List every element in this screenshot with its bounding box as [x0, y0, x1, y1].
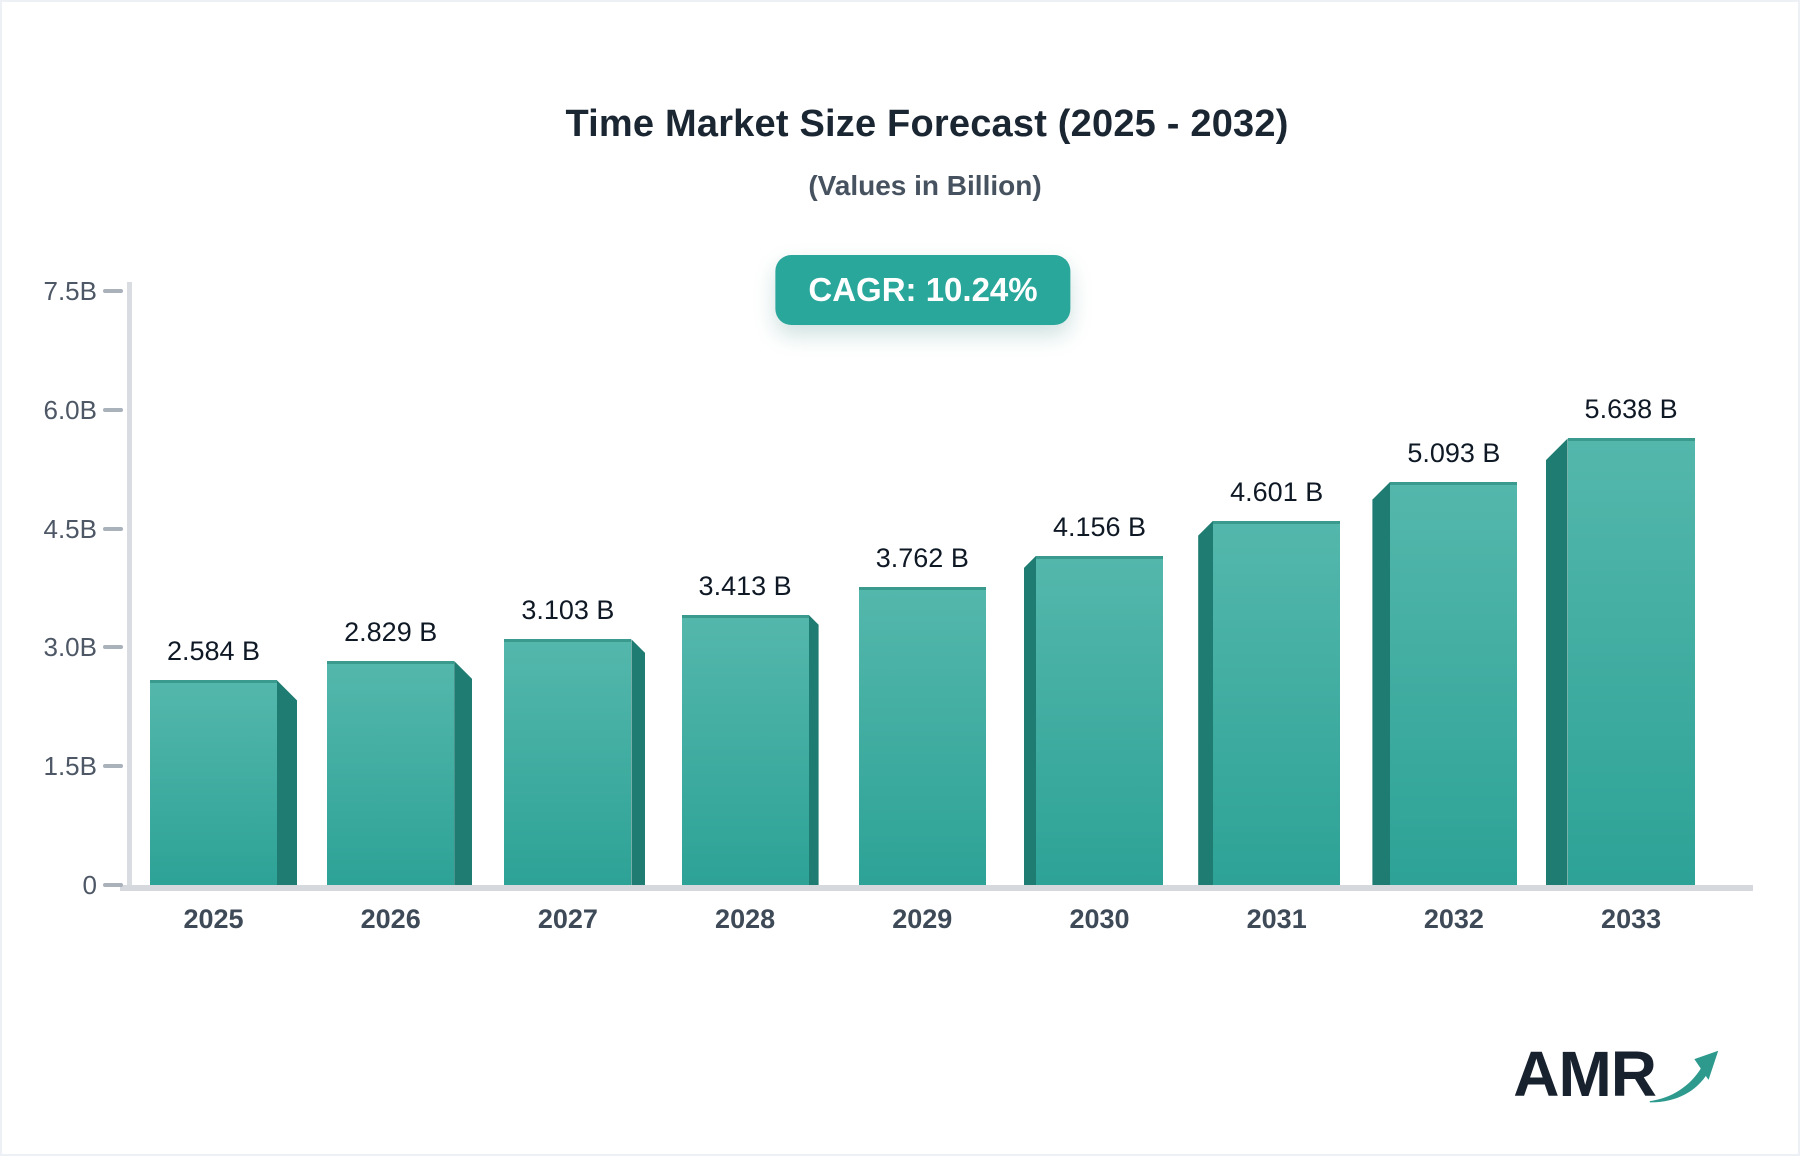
- bar-column: 5.093 B 2032: [1372, 438, 1518, 934]
- y-tick-mark: [103, 883, 123, 887]
- y-tick-label: 1.5B: [43, 751, 98, 782]
- bar-value-label: 3.762 B: [875, 543, 969, 574]
- bar-column: 2.829 B 2026: [327, 617, 473, 934]
- bar-value-label: 5.093 B: [1407, 437, 1501, 468]
- bar-side: [1024, 555, 1036, 885]
- bar-side: [454, 660, 473, 885]
- y-tick-label: 7.5B: [43, 276, 98, 306]
- amr-logo: AMR: [1513, 1042, 1720, 1106]
- y-tick-label: 4.5B: [43, 513, 98, 544]
- bar-side: [277, 680, 297, 885]
- bar-column: 3.762 B 2029: [858, 543, 986, 934]
- bar-face: [1036, 555, 1163, 885]
- bar-side: [1545, 438, 1568, 885]
- x-axis-label: 2028: [715, 903, 776, 934]
- bar-side: [1198, 520, 1214, 885]
- y-tick-mark: [103, 645, 123, 650]
- x-axis-label: 2026: [360, 903, 421, 934]
- bar-face: [504, 639, 632, 885]
- y-tick-label: 0: [82, 870, 97, 900]
- bar-side: [1372, 481, 1391, 885]
- bar-face: [1213, 520, 1341, 885]
- y-tick-mark: [103, 407, 123, 412]
- bar-value-label: 3.413 B: [698, 570, 792, 601]
- bar-side: [631, 639, 646, 885]
- bar-value-label: 2.829 B: [344, 616, 438, 647]
- cagr-badge: CAGR: 10.24%: [775, 255, 1071, 325]
- bar-column: 4.156 B 2030: [1024, 512, 1163, 934]
- chart-title: Time Market Size Forecast (2025 - 2032): [565, 103, 1289, 145]
- bar-face: [1567, 438, 1695, 885]
- bar-column: 3.103 B 2027: [504, 595, 646, 934]
- bar-value-label: 3.103 B: [521, 595, 615, 626]
- bar-value-label: 5.638 B: [1584, 394, 1678, 425]
- x-axis-label: 2027: [537, 903, 598, 934]
- y-axis-line: [127, 282, 132, 891]
- bar-column: 2.584 B 2025: [150, 636, 297, 934]
- bar-face: [150, 680, 277, 885]
- x-axis-label: 2029: [892, 903, 953, 934]
- bar-column: 5.638 B 2033: [1545, 394, 1695, 934]
- x-axis-label: 2032: [1423, 903, 1484, 934]
- growth-arrow-icon: [1649, 1050, 1719, 1103]
- bar-value-label: 4.601 B: [1230, 476, 1324, 507]
- y-tick-mark: [103, 526, 123, 531]
- bar-column: 3.413 B 2028: [681, 571, 819, 934]
- bar-face: [1390, 481, 1518, 885]
- bar-face: [681, 614, 809, 885]
- y-tick-mark: [103, 764, 123, 769]
- x-axis-label: 2030: [1069, 903, 1130, 934]
- chart-subtitle: (Values in Billion): [808, 170, 1042, 201]
- bar-side: [808, 614, 819, 885]
- x-axis-label: 2025: [183, 903, 244, 934]
- bar-value-label: 2.584 B: [166, 636, 261, 667]
- y-tick-mark: [103, 289, 123, 293]
- x-axis-label: 2033: [1601, 903, 1662, 934]
- y-tick-label: 3.0B: [43, 632, 98, 663]
- bar-face: [327, 660, 455, 885]
- y-tick-label: 6.0B: [43, 394, 98, 425]
- x-axis-label: 2031: [1246, 903, 1307, 934]
- x-axis-line: [120, 885, 1753, 891]
- amr-logo-text: AMR: [1513, 1038, 1657, 1110]
- bar-face: [858, 587, 986, 885]
- bar-column: 4.601 B 2031: [1198, 477, 1341, 934]
- bar-value-label: 4.156 B: [1052, 511, 1147, 542]
